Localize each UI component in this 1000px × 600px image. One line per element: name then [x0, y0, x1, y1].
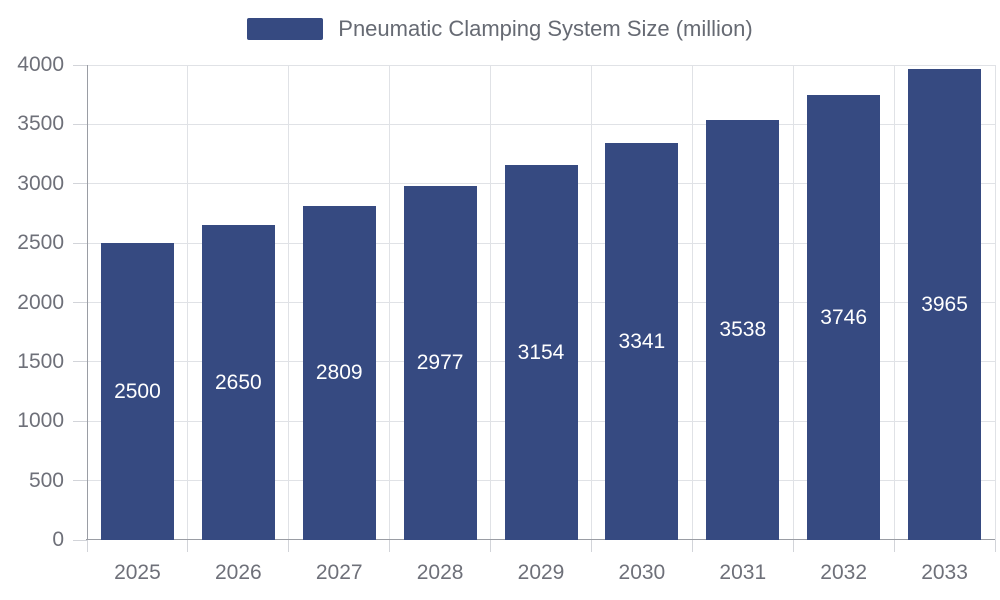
y-tick-label: 2000: [17, 290, 64, 314]
bar-value-label: 3746: [820, 305, 868, 329]
y-tick: [73, 242, 87, 244]
bar-value-label: 3341: [618, 329, 666, 353]
y-tick-label: 500: [28, 468, 64, 492]
v-gridline: [288, 65, 290, 540]
y-tick-label: 4000: [17, 53, 64, 76]
bar-value-label: 3965: [921, 292, 968, 316]
v-gridline: [187, 65, 189, 540]
x-tick: [288, 540, 290, 552]
v-gridline: [994, 65, 996, 540]
v-gridline: [389, 65, 391, 540]
legend[interactable]: Pneumatic Clamping System Size (million): [0, 17, 1000, 41]
bar[interactable]: 3538: [706, 119, 780, 540]
v-gridline: [490, 65, 492, 540]
bar[interactable]: 3746: [807, 95, 881, 540]
bar-value-label: 3154: [517, 340, 565, 364]
y-tick: [73, 420, 87, 422]
bar-value-label: 2977: [416, 351, 464, 375]
bar-value-label: 2809: [315, 361, 363, 385]
v-gridline: [792, 65, 794, 540]
x-tick-label: 2030: [618, 561, 666, 584]
legend-swatch: [247, 18, 324, 40]
y-tick-label: 3000: [17, 171, 64, 195]
y-axis-line: [87, 65, 88, 540]
v-gridline: [893, 65, 895, 540]
x-tick: [691, 540, 693, 552]
y-tick: [73, 123, 87, 125]
x-tick-label: 2025: [114, 561, 161, 584]
y-tick: [73, 183, 87, 185]
x-tick: [893, 540, 895, 552]
x-tick: [389, 540, 391, 552]
legend-label: Pneumatic Clamping System Size (million): [338, 16, 753, 41]
bar[interactable]: 3965: [908, 69, 982, 540]
y-tick-label: 0: [52, 528, 64, 551]
y-tick: [73, 361, 87, 363]
y-tick: [73, 539, 87, 541]
bar-value-label: 3538: [719, 317, 767, 341]
y-tick-label: 3500: [17, 112, 64, 136]
bar[interactable]: 3341: [605, 143, 679, 540]
x-tick-label: 2026: [214, 561, 262, 584]
y-tick: [73, 480, 87, 482]
h-gridline: [87, 64, 995, 66]
x-tick-label: 2027: [315, 561, 363, 584]
x-tick-label: 2028: [416, 561, 464, 584]
y-tick: [73, 302, 87, 303]
v-gridline: [590, 65, 592, 540]
x-tick: [187, 540, 189, 552]
x-tick-label: 2033: [921, 561, 968, 584]
bar-value-label: 2500: [114, 379, 161, 403]
bar[interactable]: 2650: [201, 225, 275, 540]
bar-value-label: 2650: [214, 370, 262, 394]
h-gridline: [87, 123, 995, 125]
y-tick-label: 1500: [17, 349, 64, 373]
x-tick-label: 2029: [517, 561, 565, 584]
v-gridline: [691, 65, 693, 540]
bar[interactable]: 3154: [504, 165, 578, 540]
x-tick: [86, 540, 88, 552]
x-tick: [490, 540, 492, 552]
y-tick-label: 1000: [17, 409, 64, 433]
bar[interactable]: 2977: [403, 186, 477, 540]
x-tick: [994, 540, 996, 552]
bar[interactable]: 2809: [302, 206, 376, 540]
plot-area: 2500 2650 2809 2977 3154 3341 3538 3746 3965: [86, 64, 996, 540]
x-tick-label: 2031: [719, 561, 767, 584]
x-tick: [590, 540, 592, 552]
x-tick-label: 2032: [820, 561, 868, 584]
y-tick: [73, 64, 87, 66]
x-tick: [792, 540, 794, 552]
y-tick-label: 2500: [17, 231, 64, 255]
bar[interactable]: 2500: [100, 243, 174, 540]
